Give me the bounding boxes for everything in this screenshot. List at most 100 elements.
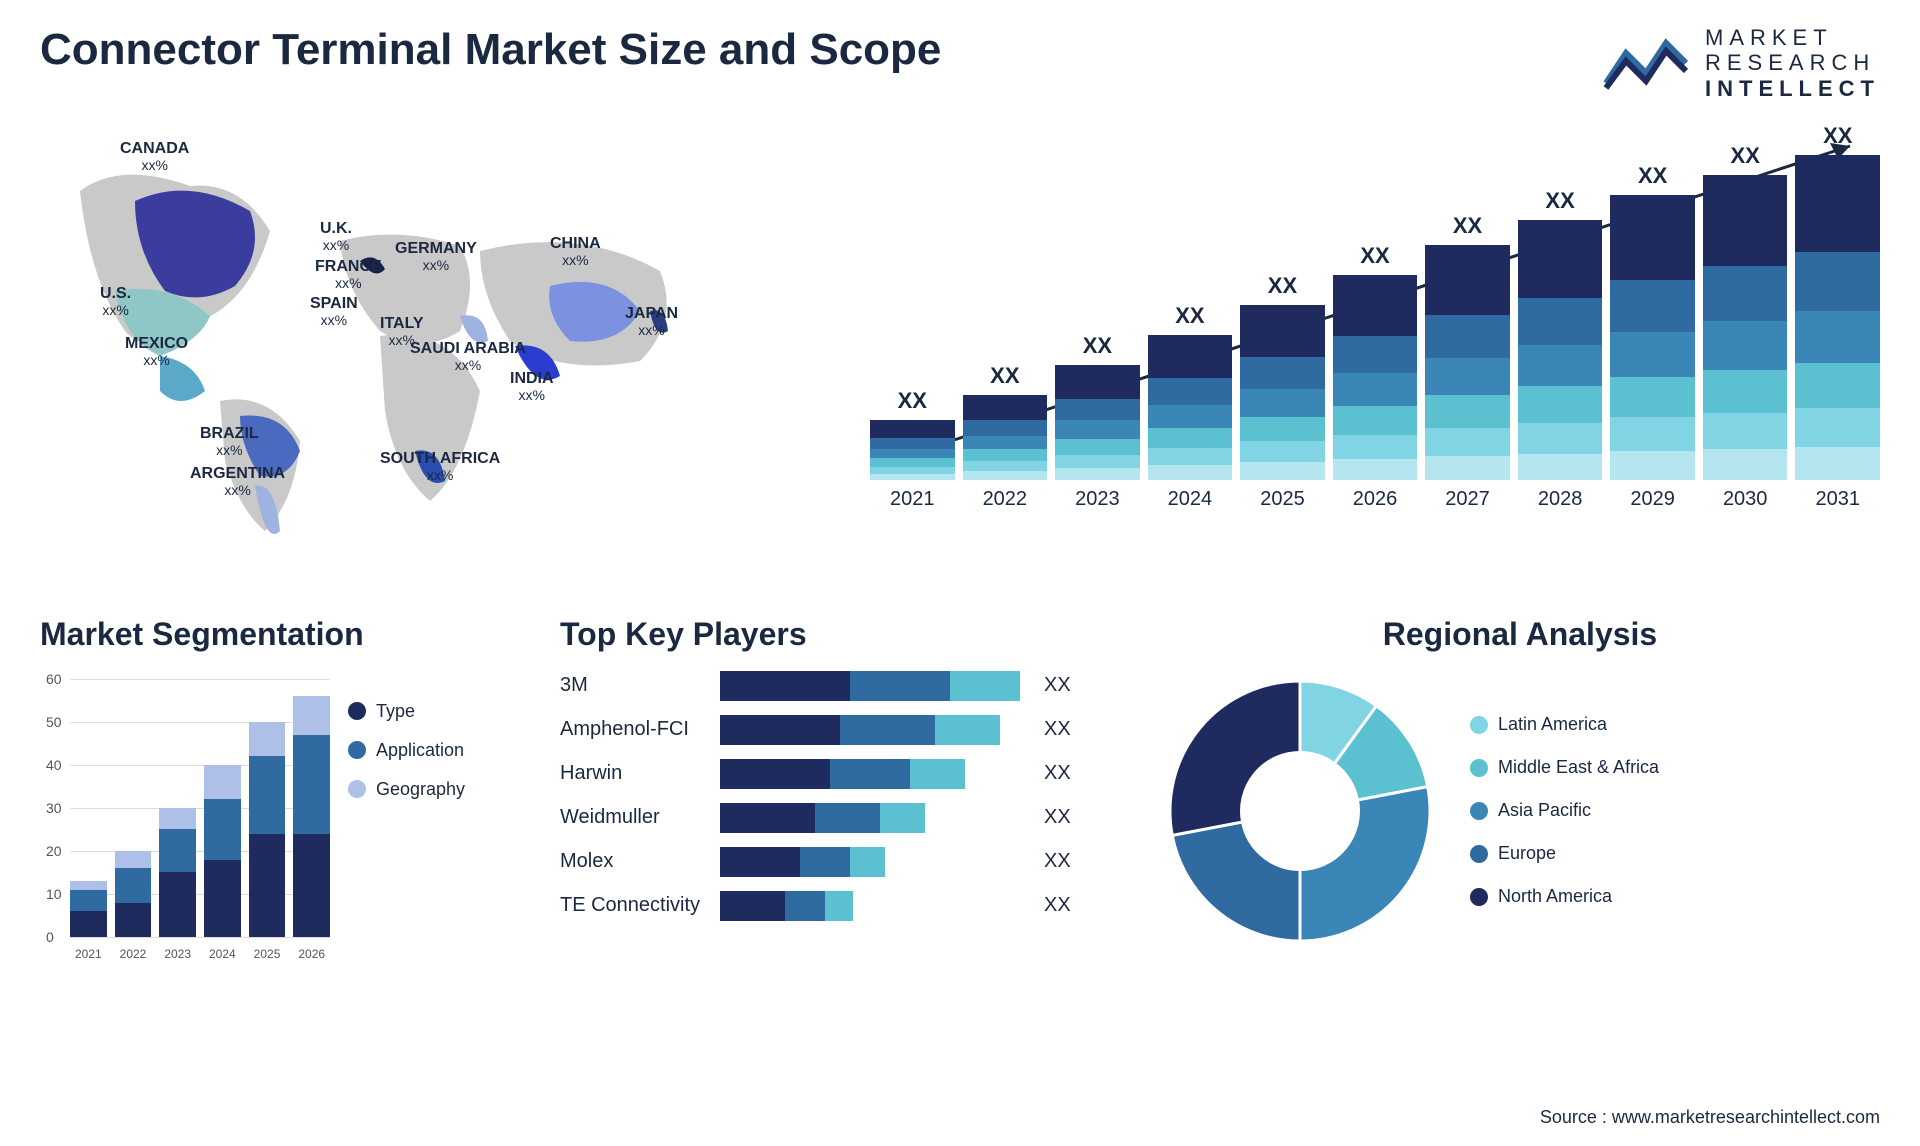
growth-bar: XX 2030 [1703,143,1788,511]
map-label: MEXICOxx% [125,336,188,367]
key-player-bar [720,715,1030,745]
growth-year-label: 2030 [1723,488,1768,511]
key-player-bar [720,847,1030,877]
key-player-value: XX [1044,674,1071,697]
seg-ytick: 50 [46,714,62,730]
growth-year-label: 2026 [1353,488,1398,511]
growth-year-label: 2024 [1168,488,1213,511]
map-label: BRAZILxx% [200,426,259,457]
key-player-row: 3M XX [560,671,1120,701]
seg-bar [249,722,286,937]
map-label: CHINAxx% [550,236,601,267]
legend-label: Middle East & Africa [1498,757,1659,778]
map-label: ARGENTINAxx% [190,466,285,497]
seg-ytick: 60 [46,671,62,687]
growth-bar-label: XX [898,388,927,414]
map-label: U.S.xx% [100,286,131,317]
top-row: CANADAxx% U.K.xx% GERMANYxx% CHINAxx% U.S.xx… [40,131,1880,581]
growth-bar-label: XX [1268,273,1297,299]
legend-item: Type [348,701,520,722]
logo-line1: MARKET [1705,25,1880,50]
key-player-name: Weidmuller [560,806,720,829]
key-player-row: Weidmuller XX [560,803,1120,833]
legend-label: Asia Pacific [1498,800,1591,821]
seg-bar [115,851,152,937]
regional-donut [1160,671,1440,951]
growth-bar: XX 2023 [1055,333,1140,511]
seg-bar [70,881,107,937]
key-players-title: Top Key Players [560,616,1120,653]
seg-ytick: 10 [46,886,62,902]
growth-bar-label: XX [1083,333,1112,359]
map-label: FRANCExx% [315,259,382,290]
seg-bar [204,765,241,937]
legend-item: Latin America [1470,714,1659,735]
growth-bar: XX 2021 [870,388,955,511]
legend-label: Application [376,740,464,761]
map-label: INDIAxx% [510,371,554,402]
key-player-value: XX [1044,850,1071,873]
logo-text: MARKET RESEARCH INTELLECT [1705,25,1880,101]
legend-dot [348,741,366,759]
growth-bar: XX2025 [1240,273,1325,511]
growth-bar: XX 2027 [1425,213,1510,511]
seg-ytick: 0 [46,929,54,945]
key-player-value: XX [1044,806,1071,829]
key-players-panel: Top Key Players 3MXXAmphenol-FCIXXHarwin… [560,616,1120,961]
legend-dot [348,702,366,720]
growth-year-label: 2023 [1075,488,1120,511]
key-player-bar [720,759,1030,789]
growth-bar-label: XX [1823,123,1852,149]
seg-year-label: 2022 [115,947,152,961]
growth-year-label: 2028 [1538,488,1583,511]
seg-bar [159,808,196,937]
seg-year-label: 2024 [204,947,241,961]
map-label: GERMANYxx% [395,241,477,272]
segmentation-panel: Market Segmentation 0102030405060 202120… [40,616,520,961]
growth-bar-label: XX [1453,213,1482,239]
legend-dot [1470,888,1488,906]
growth-year-label: 2027 [1445,488,1490,511]
key-player-bar [720,891,1030,921]
bottom-row: Market Segmentation 0102030405060 202120… [40,616,1880,961]
key-player-name: Harwin [560,762,720,785]
growth-bar-label: XX [1731,143,1760,169]
legend-label: Europe [1498,843,1556,864]
legend-label: Geography [376,779,465,800]
legend-item: Europe [1470,843,1659,864]
growth-bar: XX2031 [1795,123,1880,511]
logo: MARKET RESEARCH INTELLECT [1601,25,1880,101]
growth-bar-label: XX [1175,303,1204,329]
seg-year-label: 2025 [249,947,286,961]
legend-dot [1470,716,1488,734]
key-player-row: Harwin XX [560,759,1120,789]
key-player-row: TE ConnectivityXX [560,891,1120,921]
key-player-value: XX [1044,894,1071,917]
legend-label: Type [376,701,415,722]
key-player-name: 3M [560,674,720,697]
legend-dot [1470,759,1488,777]
source-text: Source : www.marketresearchintellect.com [1540,1107,1880,1128]
growth-bar-label: XX [990,363,1019,389]
seg-ytick: 30 [46,800,62,816]
page-title: Connector Terminal Market Size and Scope [40,25,941,75]
growth-bar-label: XX [1545,188,1574,214]
map-label: SAUDI ARABIAxx% [410,341,526,372]
key-player-value: XX [1044,762,1071,785]
growth-year-label: 2021 [890,488,935,511]
growth-bar: XX2029 [1610,163,1695,511]
legend-dot [1470,845,1488,863]
map-label: CANADAxx% [120,141,189,172]
map-label: U.K.xx% [320,221,352,252]
legend-item: Geography [348,779,520,800]
regional-panel: Regional Analysis Latin AmericaMiddle Ea… [1160,616,1880,961]
growth-bar: XX2022 [963,363,1048,511]
header: Connector Terminal Market Size and Scope… [40,25,1880,101]
seg-ytick: 20 [46,843,62,859]
legend-label: North America [1498,886,1612,907]
world-map: CANADAxx% U.K.xx% GERMANYxx% CHINAxx% U.S.xx… [40,131,780,581]
segmentation-chart: 0102030405060 202120222023202420252026 [40,671,330,961]
regional-legend: Latin America Middle East & Africa Asia Pa… [1470,714,1659,907]
logo-line3: INTELLECT [1705,76,1880,101]
legend-item: Middle East & Africa [1470,757,1659,778]
